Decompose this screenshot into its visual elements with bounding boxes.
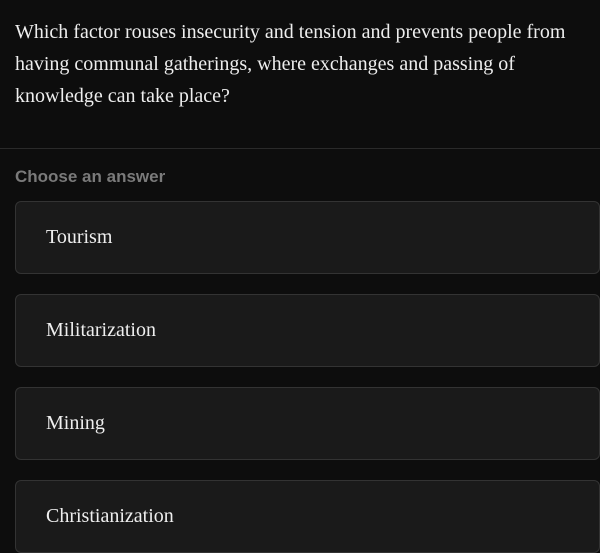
question-container: Which factor rouses insecurity and tensi… <box>0 0 600 136</box>
answer-label: Christianization <box>46 505 174 527</box>
answer-option-mining[interactable]: Mining <box>15 387 600 460</box>
question-text: Which factor rouses insecurity and tensi… <box>15 16 585 112</box>
answer-label: Militarization <box>46 319 156 341</box>
answer-label: Tourism <box>46 226 112 248</box>
answer-option-christianization[interactable]: Christianization <box>15 480 600 553</box>
answer-option-tourism[interactable]: Tourism <box>15 201 600 274</box>
answers-list: Tourism Militarization Mining Christiani… <box>0 201 600 553</box>
answer-option-militarization[interactable]: Militarization <box>15 294 600 367</box>
answer-prompt: Choose an answer <box>0 149 600 201</box>
answer-label: Mining <box>46 412 105 434</box>
